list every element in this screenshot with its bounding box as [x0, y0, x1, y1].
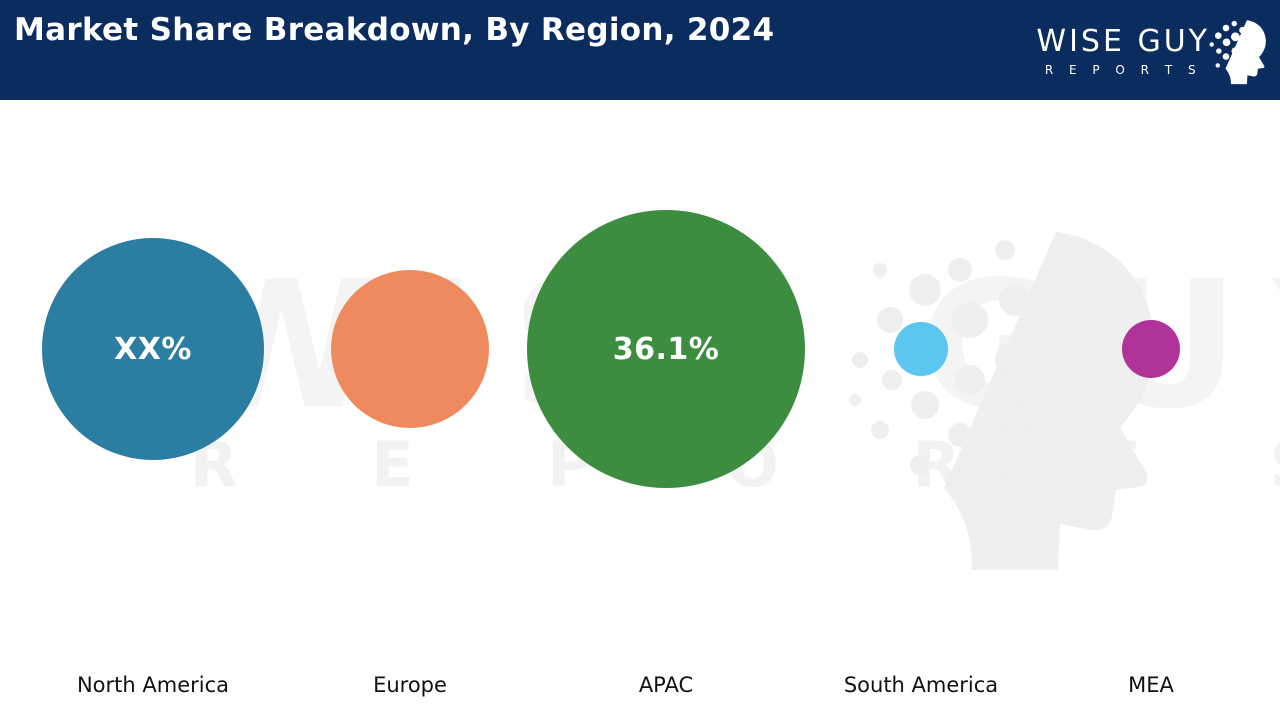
bubble-value-label: XX%	[114, 331, 192, 367]
bubble-apac: 36.1%	[527, 210, 805, 488]
category-label-south-america: South America	[843, 673, 999, 697]
bubble-south-america	[894, 322, 948, 376]
chart-title: Market Share Breakdown, By Region, 2024	[14, 12, 775, 48]
logo-head-dots-icon	[1209, 20, 1266, 85]
brand-logo: WISE GUY R E P O R T S	[1036, 10, 1270, 90]
brand-subtitle: R E P O R T S	[1044, 62, 1202, 77]
bubble-value-label: 36.1%	[612, 331, 720, 367]
bubble-north-america: XX%	[42, 238, 264, 460]
header-bar: Market Share Breakdown, By Region, 2024 …	[0, 0, 1280, 100]
brand-logo-text: WISE GUY R E P O R T S	[1036, 24, 1210, 77]
category-label-mea: MEA	[1128, 673, 1174, 697]
category-label-europe: Europe	[373, 673, 447, 697]
bubble-mea	[1122, 320, 1180, 378]
bubble-europe	[331, 270, 489, 428]
watermark-head-icon	[849, 232, 1155, 570]
category-label-apac: APAC	[638, 673, 694, 697]
brand-name: WISE GUY	[1036, 23, 1210, 59]
category-label-north-america: North America	[76, 673, 230, 697]
